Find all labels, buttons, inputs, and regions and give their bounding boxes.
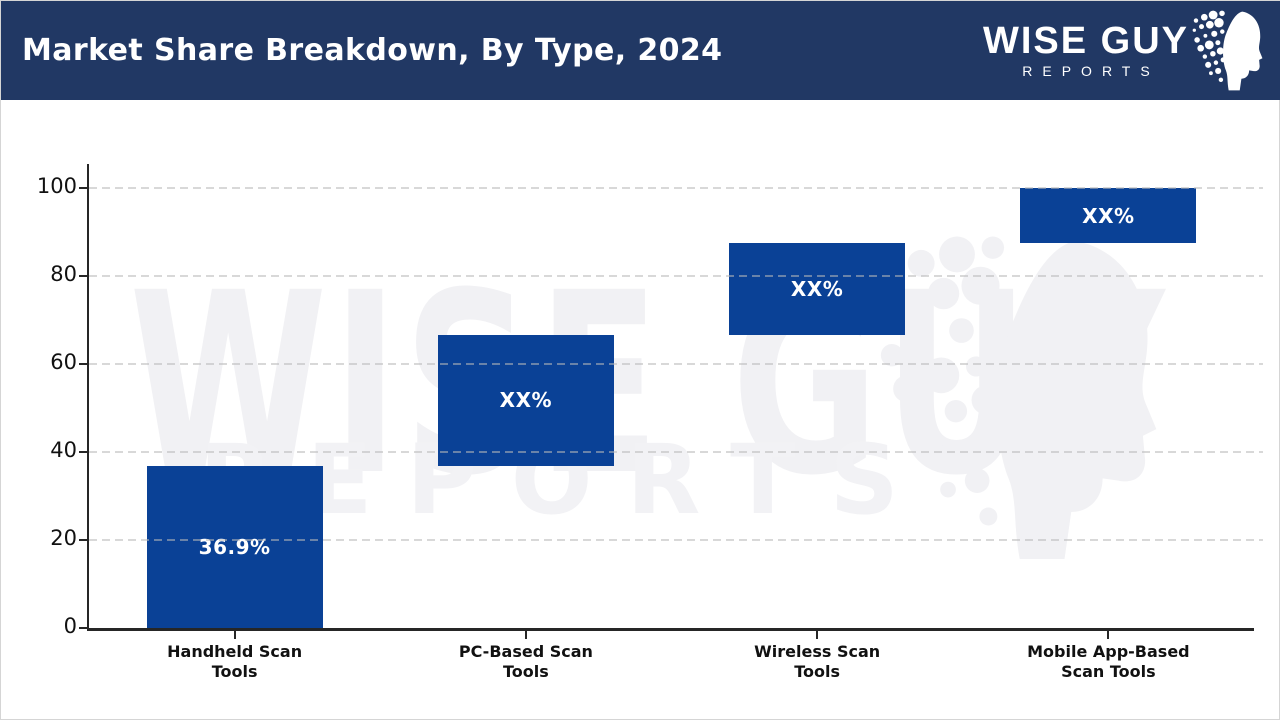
y-tick-label: 0 <box>63 614 77 638</box>
bar-value-label: XX% <box>790 277 844 302</box>
gridline-100 <box>89 187 1263 189</box>
y-axis-line <box>87 164 89 631</box>
bar-4: XX% <box>1020 188 1197 244</box>
y-tick-mark <box>79 539 88 541</box>
y-tick-label: 20 <box>50 526 77 550</box>
x-tick-mark <box>1107 631 1110 639</box>
gridline-60 <box>89 363 1263 365</box>
y-tick-mark <box>79 187 88 189</box>
bar-value-label: XX% <box>1082 203 1135 228</box>
bar-3: XX% <box>729 243 906 335</box>
x-axis-line <box>87 628 1254 631</box>
brand-subtitle: REPORTS <box>1022 63 1160 79</box>
x-tick-mark <box>816 631 819 639</box>
chart-title: Market Share Breakdown, By Type, 2024 <box>22 33 723 68</box>
y-tick-label: 60 <box>50 350 77 374</box>
x-category-label: Wireless Scan Tools <box>754 642 881 681</box>
y-tick-mark <box>79 363 88 365</box>
y-tick-mark <box>79 627 88 629</box>
bar-value-label: XX% <box>499 388 553 413</box>
gridline-80 <box>89 275 1263 277</box>
y-tick-mark <box>79 275 88 277</box>
x-category-label: PC-Based Scan Tools <box>458 642 593 681</box>
brand-name: WISE GUY <box>982 20 1189 62</box>
gridline-40 <box>89 451 1263 453</box>
y-tick-label: 40 <box>50 438 77 462</box>
bar-value-label: 36.9% <box>198 534 271 559</box>
gridline-20 <box>89 539 1263 541</box>
x-category-label: Handheld Scan Tools <box>167 642 303 681</box>
x-tick-mark <box>233 631 236 639</box>
y-tick-label: 100 <box>36 174 77 198</box>
brand-logo: WISE GUY REPORTS <box>983 8 1263 94</box>
y-tick-label: 80 <box>50 262 77 286</box>
bar-2: XX% <box>437 334 614 466</box>
bar-1: 36.9% <box>146 465 323 628</box>
header-bar: Market Share Breakdown, By Type, 2024 WI… <box>1 1 1280 100</box>
x-tick-mark <box>524 631 527 639</box>
x-category-label: Mobile App-Based Scan Tools <box>1027 642 1190 681</box>
brand-text: WISE GUY REPORTS <box>983 22 1189 79</box>
y-tick-mark <box>79 451 88 453</box>
